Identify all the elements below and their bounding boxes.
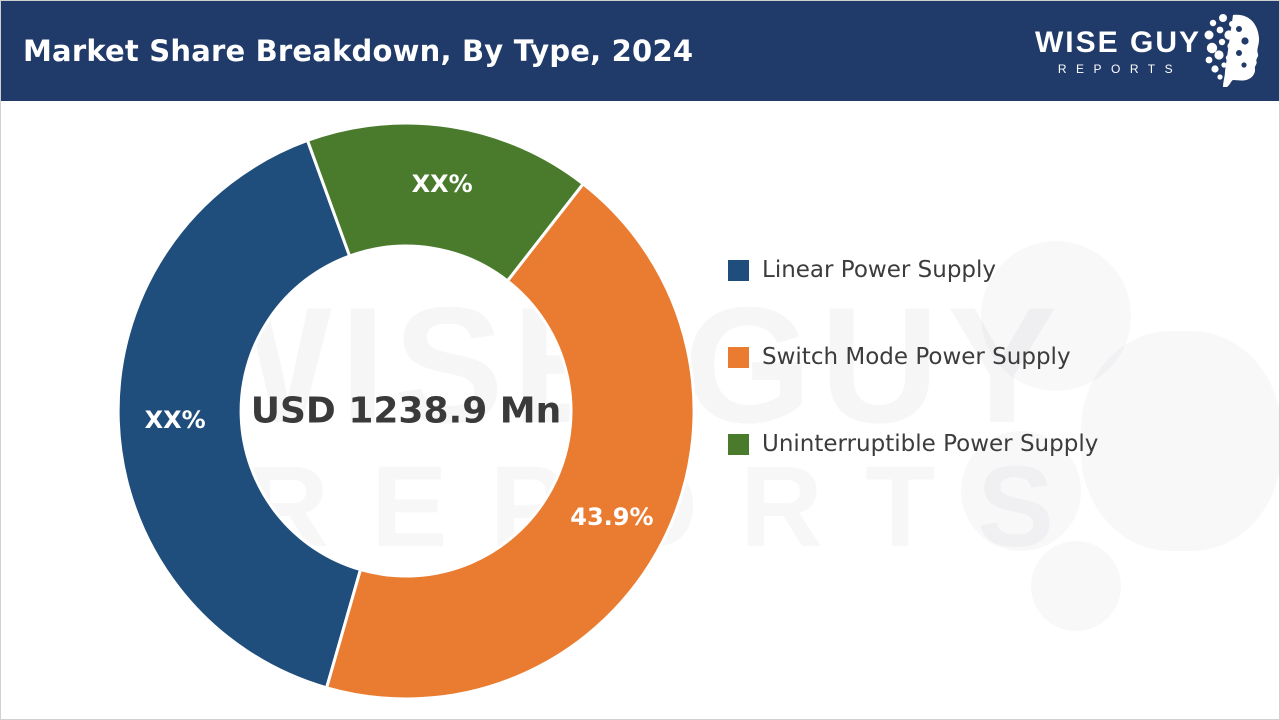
logo-text: WISE GUY REPORTS [1034, 25, 1201, 76]
wise-guy-reports-logo: WISE GUY REPORTS [1035, 11, 1261, 91]
legend-label: Linear Power Supply [762, 257, 997, 283]
logo-wordmark: WISE GUY [1034, 25, 1201, 59]
watermark-dot [1081, 331, 1279, 551]
legend-label: Uninterruptible Power Supply [762, 431, 1099, 457]
logo-face-icon [1204, 14, 1260, 87]
legend-swatch [728, 346, 749, 368]
legend-label: Switch Mode Power Supply [762, 344, 1071, 370]
donut-segment-linear-power-supply[interactable] [116, 138, 363, 690]
legend: Linear Power Supply Switch Mode Power Sup… [728, 257, 1098, 518]
segment-value-label: XX% [412, 170, 473, 198]
donut-segment-switch-mode-power-supply[interactable] [324, 181, 696, 701]
header-bar: Market Share Breakdown, By Type, 2024 WI… [1, 1, 1279, 101]
legend-item-linear-power-supply[interactable]: Linear Power Supply [728, 257, 1098, 283]
legend-swatch [728, 433, 749, 455]
legend-item-uninterruptible-power-supply[interactable]: Uninterruptible Power Supply [728, 431, 1098, 457]
donut-chart: XX% XX% 43.9% [116, 121, 696, 701]
page-title: Market Share Breakdown, By Type, 2024 [23, 34, 694, 68]
watermark-dot [1031, 541, 1121, 631]
segment-value-label: 43.9% [570, 503, 653, 531]
legend-swatch [728, 259, 749, 281]
donut-segment-uninterruptible-power-supply[interactable] [305, 121, 586, 284]
segment-value-label: XX% [145, 406, 206, 434]
logo-subtitle: REPORTS [1057, 61, 1183, 76]
chart-center-value: USD 1238.9 Mn [250, 390, 562, 432]
legend-item-switch-mode-power-supply[interactable]: Switch Mode Power Supply [728, 344, 1098, 370]
